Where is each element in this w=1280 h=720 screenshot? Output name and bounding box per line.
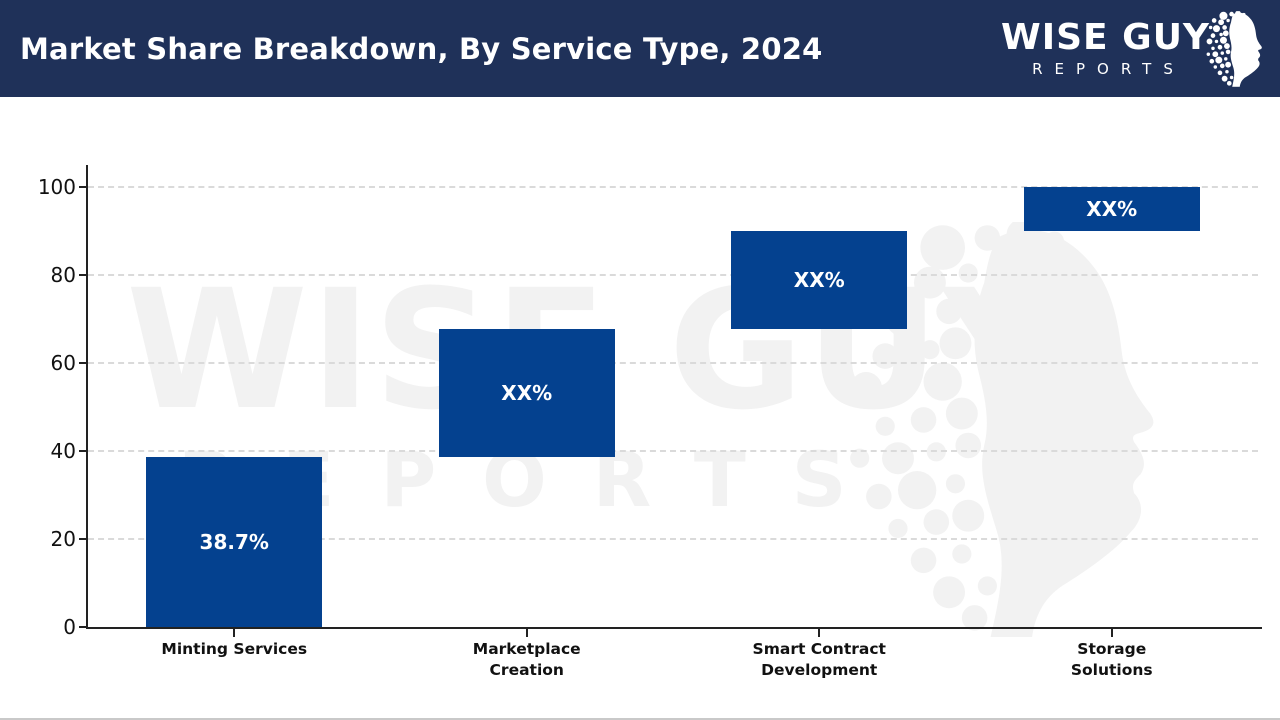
y-tick-label: 40 xyxy=(50,439,76,463)
bar-segment: XX% xyxy=(731,231,908,330)
bottom-divider xyxy=(0,718,1280,720)
gridline xyxy=(88,186,1258,188)
y-tick-mark xyxy=(79,538,88,540)
gridline xyxy=(88,450,1258,452)
y-tick-label: 80 xyxy=(50,263,76,287)
bar-value-label: 38.7% xyxy=(199,529,269,554)
bar-segment: XX% xyxy=(1023,187,1200,231)
x-tick-mark xyxy=(818,629,821,637)
category-label: Marketplace Creation xyxy=(472,640,581,680)
brand-logo-text: WISE GUY REPORTS xyxy=(1000,16,1210,78)
x-tick-mark xyxy=(1110,629,1113,637)
header-banner: Market Share Breakdown, By Service Type,… xyxy=(0,0,1280,97)
bar-value-label: XX% xyxy=(501,380,553,405)
x-axis-line xyxy=(86,627,1262,629)
y-tick-mark xyxy=(79,362,88,364)
brand-logo: WISE GUY REPORTS xyxy=(1001,9,1270,89)
bar-value-label: XX% xyxy=(1086,197,1138,221)
y-tick-mark xyxy=(79,274,88,276)
brand-subname: REPORTS xyxy=(1032,59,1185,78)
page-title: Market Share Breakdown, By Service Type,… xyxy=(20,31,823,66)
y-tick-label: 100 xyxy=(37,175,76,199)
bar-segment: XX% xyxy=(438,329,615,457)
brand-name: WISE GUY xyxy=(1000,16,1210,58)
gridline xyxy=(88,538,1258,540)
y-tick-mark xyxy=(79,450,88,452)
bar-value-label: XX% xyxy=(793,268,845,293)
category-label: Minting Services xyxy=(161,640,308,658)
x-tick-mark xyxy=(525,629,528,637)
gridline xyxy=(88,362,1258,364)
x-tick-mark xyxy=(233,629,236,637)
y-axis-line xyxy=(86,165,88,629)
category-label: Storage Solutions xyxy=(1070,640,1153,680)
bar-segment: 38.7% xyxy=(146,456,323,627)
y-tick-label: 20 xyxy=(50,527,76,551)
gridline xyxy=(88,274,1258,276)
category-label: Smart Contract Development xyxy=(752,640,886,680)
y-tick-label: 60 xyxy=(50,351,76,375)
y-tick-mark xyxy=(79,186,88,188)
y-tick-label: 0 xyxy=(63,615,76,639)
y-tick-mark xyxy=(79,626,88,628)
